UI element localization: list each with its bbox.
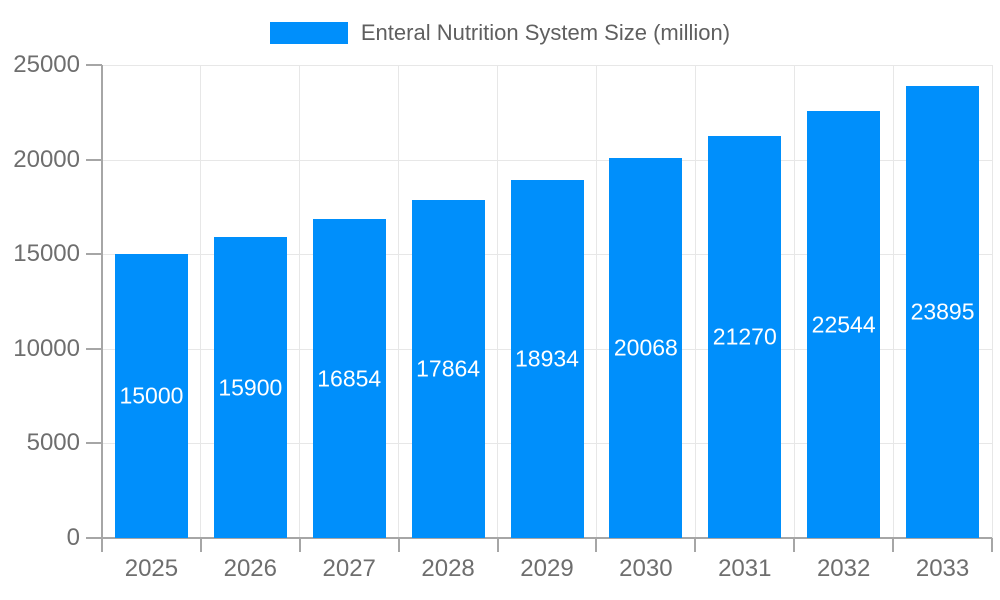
legend-label: Enteral Nutrition System Size (million) [360, 20, 731, 45]
x-axis-label: 2027 [322, 555, 376, 582]
y-axis-tick [86, 347, 102, 350]
x-axis-label: 2025 [124, 555, 179, 582]
x-axis-tick [101, 538, 103, 552]
bar-value-label: 23895 [910, 298, 975, 325]
x-gridline [398, 65, 400, 538]
x-gridline [892, 65, 894, 538]
bar[interactable] [510, 179, 584, 538]
y-axis-tick [86, 442, 102, 445]
bar-value-label: 15000 [119, 382, 184, 409]
bar-value-label: 15900 [218, 374, 283, 401]
y-axis-label: 20000 [13, 145, 80, 173]
x-axis-tick [991, 538, 993, 552]
bar-value-label: 20068 [613, 334, 678, 361]
y-axis-line [101, 65, 103, 538]
y-axis-label: 25000 [13, 51, 80, 78]
x-axis-tick [496, 538, 499, 552]
x-gridline [793, 65, 795, 538]
x-axis-label: 2026 [223, 555, 277, 582]
bar-value-label: 21270 [712, 323, 777, 350]
y-axis-label: 5000 [26, 429, 80, 457]
x-axis-label: 2032 [816, 555, 871, 582]
bar[interactable] [411, 200, 485, 538]
y-gridline [102, 65, 992, 66]
bar[interactable] [114, 254, 188, 538]
x-axis-label: 2031 [718, 555, 772, 582]
x-gridline [991, 65, 993, 538]
y-axis-label: 10000 [13, 334, 80, 362]
y-axis-tick [86, 253, 102, 256]
x-axis-tick [595, 538, 598, 552]
bar-value-label: 16854 [317, 365, 382, 392]
bar-value-label: 18934 [515, 345, 579, 372]
bar-value-label: 22544 [811, 311, 876, 338]
x-axis-tick [793, 538, 796, 552]
bar[interactable] [807, 111, 881, 538]
bar[interactable] [906, 85, 980, 538]
bar-value-label: 17864 [416, 355, 481, 382]
x-axis-tick [199, 538, 202, 552]
x-axis-tick [397, 538, 400, 552]
x-gridline [595, 65, 597, 538]
plot-area: 0 5000 10000 15000 20000 25000 15000 2025 15900 2… [13, 52, 993, 582]
bar[interactable] [213, 237, 287, 538]
x-gridline [299, 65, 301, 538]
x-axis-label: 2029 [520, 555, 574, 582]
x-gridline [497, 65, 499, 538]
x-gridline [200, 65, 202, 538]
y-axis-tick [86, 537, 102, 539]
y-axis-label: 15000 [13, 240, 80, 268]
x-axis-label: 2030 [619, 555, 673, 582]
bar[interactable] [312, 219, 386, 538]
x-axis-tick [892, 538, 895, 552]
x-axis-label: 2028 [421, 555, 475, 582]
x-axis-tick [694, 538, 697, 552]
y-gridline [102, 159, 992, 161]
y-axis-tick [86, 158, 102, 161]
x-axis-line [102, 537, 992, 539]
chart-legend[interactable]: Enteral Nutrition System Size (million) [0, 20, 1000, 46]
bar[interactable] [609, 158, 683, 538]
legend-swatch [269, 22, 348, 44]
x-gridline [694, 65, 696, 538]
x-axis-label: 2033 [915, 555, 970, 582]
y-axis-tick [86, 64, 102, 66]
bar[interactable] [708, 135, 782, 538]
y-axis-label: 0 [66, 524, 80, 551]
x-axis-tick [298, 538, 301, 552]
